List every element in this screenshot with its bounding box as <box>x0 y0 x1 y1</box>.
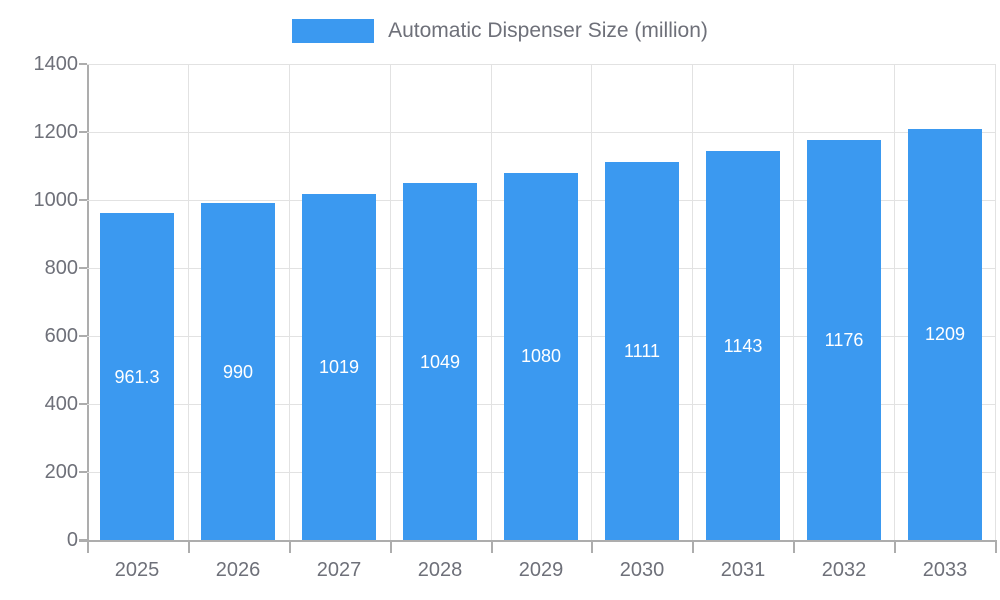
gridline-horizontal <box>87 132 995 133</box>
x-axis-tick <box>894 540 896 553</box>
legend-swatch-icon <box>292 19 375 43</box>
bar-value-label: 1019 <box>318 356 360 377</box>
bar-value-label: 961.3 <box>114 366 160 387</box>
x-axis-tick-label: 2029 <box>518 559 564 581</box>
bar-value-label: 1209 <box>924 324 966 345</box>
y-axis-tick-label: 400 <box>44 393 78 415</box>
gridline-vertical <box>793 64 794 540</box>
x-axis-tick-label: 2025 <box>114 559 160 581</box>
y-axis-tick-label: 1200 <box>33 121 79 143</box>
gridline-vertical <box>894 64 895 540</box>
gridline-vertical <box>995 64 996 540</box>
x-axis-tick <box>793 540 795 553</box>
bar-value-label: 1111 <box>623 341 661 362</box>
y-axis-tick-label: 200 <box>44 461 78 483</box>
x-axis-tick-label: 2030 <box>619 559 665 581</box>
bar[interactable]: 1049 <box>403 183 477 540</box>
y-axis-tick <box>79 131 87 133</box>
y-axis-tick <box>79 403 87 405</box>
y-axis-tick-label: 800 <box>44 257 78 279</box>
bar[interactable]: 1080 <box>504 172 578 540</box>
gridline-vertical <box>289 64 290 540</box>
y-axis-tick <box>79 471 87 473</box>
y-axis-tick-label: 600 <box>44 325 78 347</box>
bar-value-label: 1049 <box>419 351 461 372</box>
gridline-vertical <box>390 64 391 540</box>
y-axis-tick <box>79 267 87 269</box>
bar-value-label: 1176 <box>824 330 864 351</box>
bar[interactable]: 990 <box>201 203 275 540</box>
bar[interactable]: 1176 <box>807 140 881 540</box>
legend[interactable]: Automatic Dispenser Size (million) <box>0 19 1000 43</box>
y-axis-tick <box>79 199 87 201</box>
x-axis-tick <box>591 540 593 553</box>
bar-value-label: 1080 <box>520 346 562 367</box>
bar[interactable]: 1209 <box>908 128 982 540</box>
gridline-horizontal <box>87 64 995 65</box>
x-axis-tick-label: 2033 <box>922 559 968 581</box>
bar[interactable]: 1019 <box>302 193 376 540</box>
bar-value-label: 990 <box>222 361 254 382</box>
bar[interactable]: 1111 <box>605 162 679 540</box>
x-axis-tick-label: 2028 <box>417 559 463 581</box>
y-axis-tick <box>79 63 87 65</box>
gridline-vertical <box>591 64 592 540</box>
bar-value-label: 1143 <box>723 335 763 356</box>
legend-label: Automatic Dispenser Size (million) <box>388 19 708 42</box>
x-axis-tick <box>491 540 493 553</box>
gridline-vertical <box>188 64 189 540</box>
y-axis-line <box>87 64 89 553</box>
x-axis-tick <box>289 540 291 553</box>
x-axis-tick <box>995 540 997 553</box>
x-axis-tick-label: 2032 <box>821 559 867 581</box>
gridline-vertical <box>692 64 693 540</box>
y-axis-tick <box>79 539 87 541</box>
x-axis-tick <box>390 540 392 553</box>
x-axis-tick <box>188 540 190 553</box>
y-axis-tick-label: 1400 <box>33 53 79 75</box>
y-axis-tick-label: 1000 <box>33 189 79 211</box>
y-axis-tick-label: 0 <box>66 529 78 551</box>
x-axis-line <box>79 540 996 542</box>
bar[interactable]: 961.3 <box>100 213 174 540</box>
x-axis-tick <box>692 540 694 553</box>
bar[interactable]: 1143 <box>706 151 780 540</box>
x-axis-tick-label: 2026 <box>215 559 261 581</box>
y-axis-tick <box>79 335 87 337</box>
gridline-vertical <box>491 64 492 540</box>
x-axis-tick-label: 2027 <box>316 559 362 581</box>
x-axis-tick-label: 2031 <box>720 559 766 581</box>
